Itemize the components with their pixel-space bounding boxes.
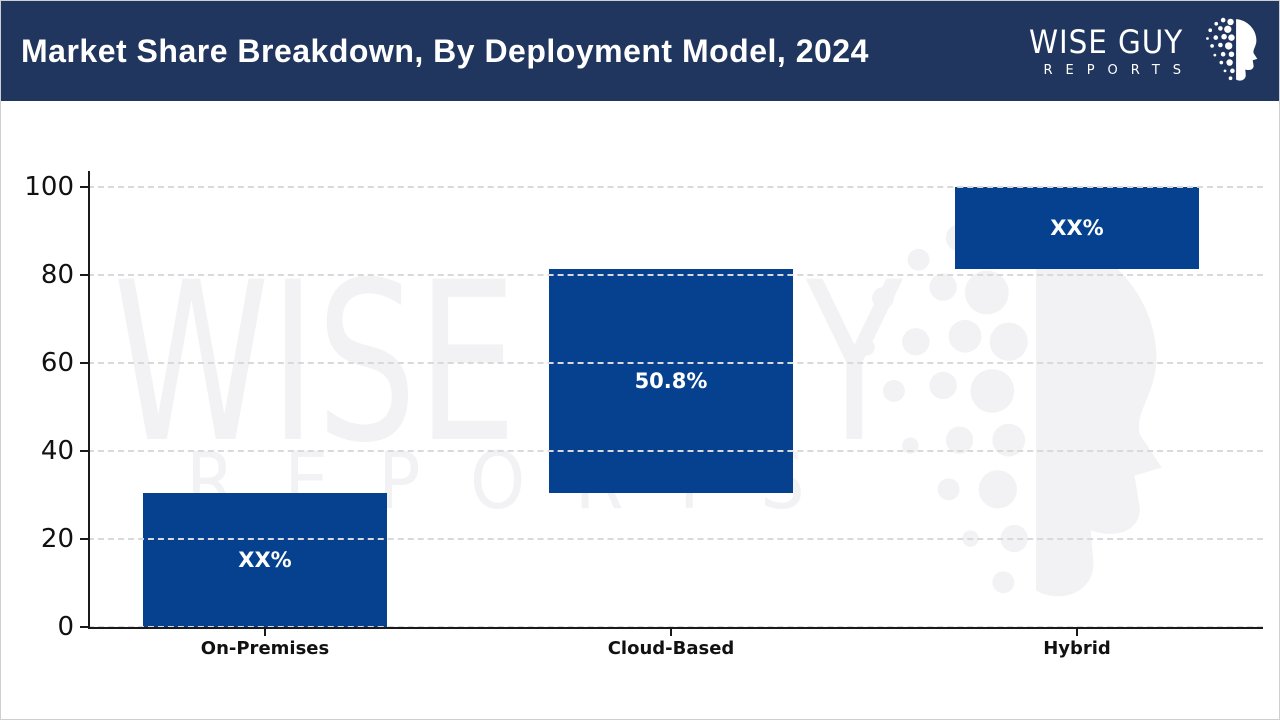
y-axis-tick-label: 60 — [40, 348, 74, 378]
bar-value-label: XX% — [1050, 216, 1104, 241]
gridline — [88, 186, 1263, 188]
wiseguy-head-icon — [1206, 17, 1258, 81]
bar-on-premises: XX% — [143, 492, 387, 627]
y-axis-tick-label: 100 — [24, 172, 74, 202]
y-axis-tick-label: 0 — [57, 612, 74, 642]
y-axis-tick-label: 40 — [40, 436, 74, 466]
y-axis-tick — [80, 626, 88, 628]
logo-brand-subtitle: REPORTS — [1043, 62, 1195, 78]
x-axis-tick-label: On-Premises — [200, 638, 330, 659]
y-axis-tick-label: 80 — [40, 260, 74, 290]
x-axis-tick — [670, 629, 672, 636]
x-axis-line — [88, 627, 1263, 629]
x-axis-tick-label: Cloud-Based — [607, 638, 735, 659]
y-axis-tick — [80, 274, 88, 276]
wiseguy-logo: WISE GUY REPORTS — [1029, 10, 1261, 92]
y-axis-tick — [80, 538, 88, 540]
bar-hybrid: XX% — [955, 187, 1199, 270]
x-axis-tick — [264, 629, 266, 636]
bar-value-label: XX% — [238, 547, 292, 572]
gridline — [88, 274, 1263, 276]
header: Market Share Breakdown, By Deployment Mo… — [1, 1, 1279, 101]
x-axis-tick-label: Hybrid — [1043, 638, 1111, 659]
y-axis-tick-label: 20 — [40, 524, 74, 554]
gridline — [88, 538, 1263, 540]
gridline — [88, 362, 1263, 364]
logo-brand-name: WISE GUY — [1029, 22, 1184, 61]
gridline — [88, 450, 1263, 452]
y-axis-line — [88, 171, 90, 629]
x-axis-tick — [1076, 629, 1078, 636]
y-axis-tick — [80, 186, 88, 188]
bar-cloud-based: 50.8% — [549, 269, 793, 493]
bar-value-label: 50.8% — [634, 369, 708, 394]
y-axis-tick — [80, 450, 88, 452]
chart-title: Market Share Breakdown, By Deployment Mo… — [21, 32, 869, 69]
y-axis-tick — [80, 362, 88, 364]
wiseguy-logo-text: WISE GUY REPORTS — [1029, 26, 1197, 77]
